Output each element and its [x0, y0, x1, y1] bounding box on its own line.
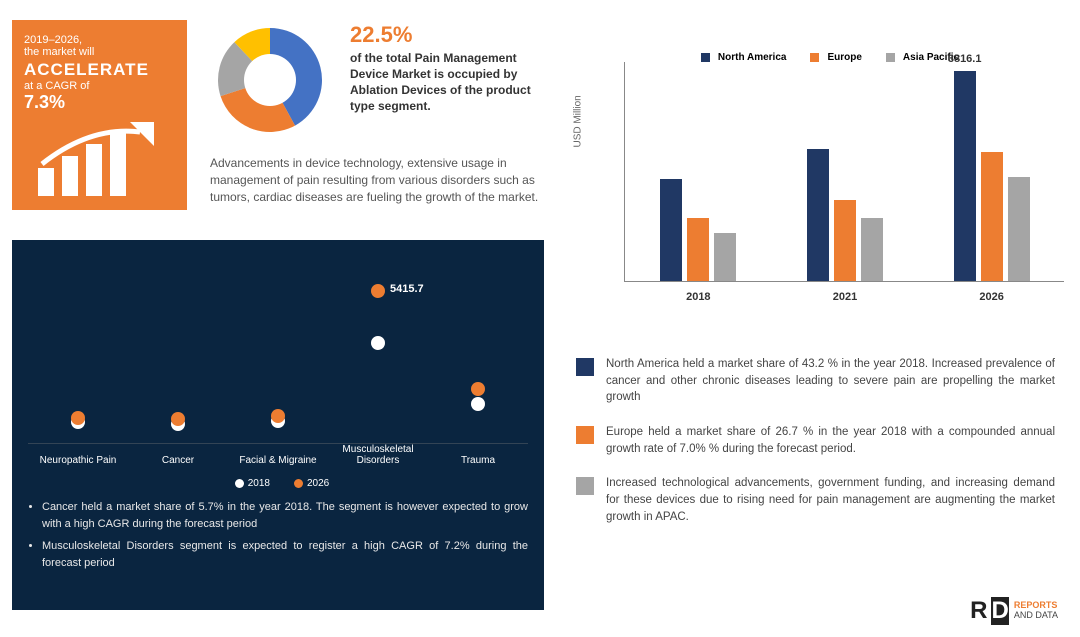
logo-line1: REPORTS — [1014, 600, 1058, 610]
scatter-cat-label: Facial & Migraine — [233, 455, 323, 466]
scatter-cat-label: Musculoskeletal Disorders — [333, 444, 423, 466]
info-text: Increased technological advancements, go… — [606, 475, 1055, 525]
scatter-point — [471, 397, 485, 411]
donut-percent: 22.5% — [350, 22, 412, 47]
scatter-legend-item: 2026 — [286, 478, 329, 489]
donut-chart — [210, 20, 330, 140]
scatter-bullet: Cancer held a market share of 5.7% in th… — [42, 499, 528, 532]
bar — [861, 218, 883, 281]
logo-line2: AND DATA — [1014, 610, 1058, 620]
scatter-point — [471, 382, 485, 396]
scatter-cat-label: Cancer — [133, 455, 223, 466]
bar-year-label: 2021 — [807, 291, 883, 303]
bar — [807, 149, 829, 281]
bar-plot: 201820213816.12026 — [624, 62, 1064, 282]
scatter-point — [271, 409, 285, 423]
info-rows: North America held a market share of 43.… — [576, 356, 1055, 525]
scatter-callout: 5415.7 — [390, 283, 424, 295]
bar-callout: 3816.1 — [935, 53, 995, 65]
cagr-label: at a CAGR of — [24, 80, 175, 92]
scatter-point — [71, 411, 85, 425]
scatter-point — [371, 336, 385, 350]
subtitle: the market will — [24, 46, 175, 58]
bar-year-label: 2018 — [660, 291, 736, 303]
scatter-point — [371, 284, 385, 298]
logo: R D REPORTS AND DATA — [970, 597, 1058, 625]
donut-body: Advancements in device technology, exten… — [210, 155, 540, 205]
scatter-cat-label: Trauma — [433, 455, 523, 466]
scatter-legend-item: 2018 — [227, 478, 270, 489]
bar-ylabel: USD Million — [573, 95, 584, 147]
info-color-icon — [576, 358, 594, 376]
scatter-bullets: Cancer held a market share of 5.7% in th… — [28, 499, 528, 571]
scatter-bullet: Musculoskeletal Disorders segment is exp… — [42, 538, 528, 571]
accelerate-panel: 2019–2026, the market will ACCELERATE at… — [12, 20, 187, 210]
info-row: Increased technological advancements, go… — [576, 475, 1055, 525]
donut-section: 22.5% of the total Pain Management Devic… — [200, 20, 544, 235]
donut-caption: of the total Pain Management Device Mark… — [350, 51, 531, 114]
info-text: North America held a market share of 43.… — [606, 356, 1055, 406]
scatter-legend: 2018 2026 — [28, 478, 528, 489]
info-text: Europe held a market share of 26.7 % in … — [606, 424, 1055, 457]
info-row: Europe held a market share of 26.7 % in … — [576, 424, 1055, 457]
bar — [981, 152, 1003, 281]
logo-d-icon: D — [991, 597, 1008, 625]
bar — [687, 218, 709, 281]
logo-r-icon: R — [970, 597, 987, 625]
scatter-panel: Neuropathic Pain Cancer Facial & Migraine M… — [12, 240, 544, 610]
bar-year-label: 2026 — [954, 291, 1030, 303]
bar — [660, 179, 682, 281]
years: 2019–2026, — [24, 34, 175, 46]
accelerate-word: ACCELERATE — [24, 60, 175, 80]
bar-chart: USD Million 201820213816.12026 North Ame… — [586, 52, 1066, 332]
bar: 3816.1 — [954, 71, 976, 281]
scatter-cat-label: Neuropathic Pain — [33, 455, 123, 466]
bar — [714, 233, 736, 281]
info-row: North America held a market share of 43.… — [576, 356, 1055, 406]
info-color-icon — [576, 426, 594, 444]
bar — [834, 200, 856, 281]
bar — [1008, 177, 1030, 282]
growth-arrow-icon — [30, 118, 170, 198]
info-color-icon — [576, 477, 594, 495]
scatter-plot: Neuropathic Pain Cancer Facial & Migraine M… — [28, 254, 528, 474]
cagr-rate: 7.3% — [24, 92, 175, 113]
